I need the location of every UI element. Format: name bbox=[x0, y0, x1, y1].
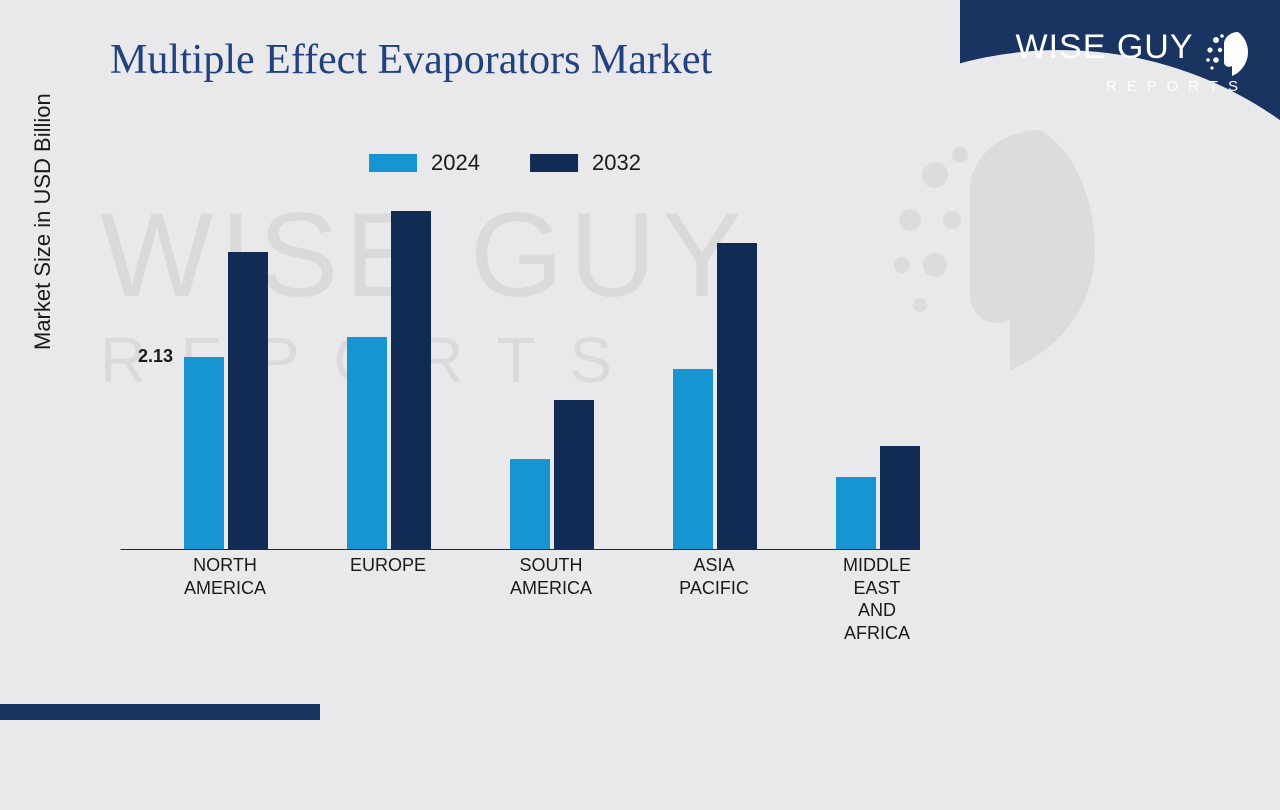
bar-value-label: 2.13 bbox=[138, 346, 173, 367]
bar-chart: 2024 2032 Market Size in USD Billion 2.1… bbox=[90, 150, 920, 650]
legend-swatch-2024 bbox=[369, 154, 417, 172]
chart-title: Multiple Effect Evaporators Market bbox=[110, 36, 712, 84]
plot-area: 2.13 bbox=[120, 190, 920, 550]
brand-name: WISE GUY bbox=[1016, 28, 1194, 66]
bar bbox=[673, 369, 713, 549]
bar bbox=[554, 400, 594, 549]
bar-group bbox=[339, 211, 439, 549]
bar-group bbox=[176, 252, 276, 549]
bar-group bbox=[828, 446, 928, 549]
brand-logo: WISE GUY REPORTS bbox=[1016, 28, 1250, 95]
y-axis-label: Market Size in USD Billion bbox=[30, 93, 56, 350]
bottom-accent-strip bbox=[0, 704, 320, 720]
legend-label-2024: 2024 bbox=[431, 150, 480, 176]
bar-group bbox=[502, 400, 602, 549]
bar bbox=[347, 337, 387, 549]
bar bbox=[836, 477, 876, 549]
x-axis-labels: NORTHAMERICA EUROPE SOUTHAMERICA ASIAPACIFI… bbox=[120, 550, 920, 650]
bar bbox=[510, 459, 550, 549]
x-tick-label: MIDDLEEASTANDAFRICA bbox=[817, 554, 937, 644]
x-tick-label: SOUTHAMERICA bbox=[491, 554, 611, 599]
legend-item-2032: 2032 bbox=[530, 150, 641, 176]
bar bbox=[184, 357, 224, 549]
bar bbox=[391, 211, 431, 549]
bar bbox=[228, 252, 268, 549]
legend: 2024 2032 bbox=[369, 150, 641, 176]
x-tick-label: EUROPE bbox=[328, 554, 448, 577]
head-icon bbox=[1202, 28, 1250, 80]
bar bbox=[717, 243, 757, 549]
brand-sub: REPORTS bbox=[1016, 78, 1250, 95]
bar-group bbox=[665, 243, 765, 549]
x-tick-label: ASIAPACIFIC bbox=[654, 554, 774, 599]
legend-swatch-2032 bbox=[530, 154, 578, 172]
bar bbox=[880, 446, 920, 549]
x-tick-label: NORTHAMERICA bbox=[165, 554, 285, 599]
legend-label-2032: 2032 bbox=[592, 150, 641, 176]
legend-item-2024: 2024 bbox=[369, 150, 480, 176]
